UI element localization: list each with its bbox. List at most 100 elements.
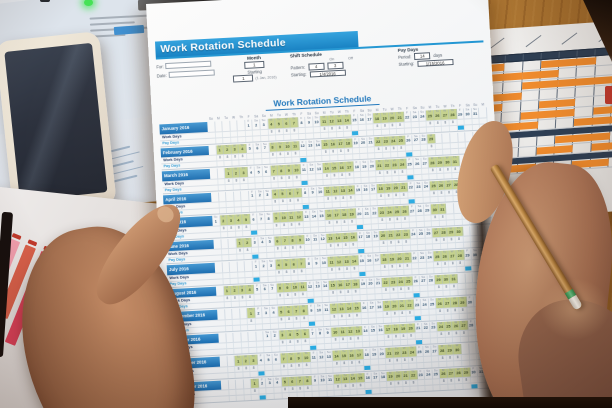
day-number: 5 <box>279 309 283 314</box>
day-number: 20 <box>379 351 384 356</box>
day-number: 17 <box>338 142 343 147</box>
day-number: 10 <box>292 285 298 290</box>
day-number: 28 <box>421 137 426 142</box>
day-number: 3 <box>266 192 269 198</box>
day-number: 15 <box>331 165 337 171</box>
day-number: 21 <box>375 281 381 286</box>
day-number: 30 <box>456 229 461 235</box>
gantt-cell <box>521 90 540 101</box>
day-number: 7 <box>283 239 287 244</box>
day-number: 25 <box>429 301 435 307</box>
day-number: 16 <box>330 142 336 147</box>
day-number: 9 <box>326 330 329 336</box>
day-number: 11 <box>325 189 330 194</box>
day-number: 16 <box>326 213 332 218</box>
day-number: 6 <box>263 287 266 292</box>
day-number: 17 <box>373 375 378 380</box>
day-number: 3 <box>240 288 244 293</box>
day-number: 4 <box>261 240 264 245</box>
day-number: 5 <box>285 262 288 267</box>
day-number: 3 <box>269 263 273 268</box>
day-number: 19 <box>373 234 378 239</box>
day-number: 28 <box>439 348 445 353</box>
gantt-cell <box>501 111 521 123</box>
day-number: 21 <box>399 303 405 308</box>
day-number: 14 <box>322 283 328 289</box>
day-number: 27 <box>421 278 426 284</box>
day-number: 10 <box>316 307 322 313</box>
day-number: 30 <box>432 207 437 212</box>
pay-starting-field: 1/15/2016 <box>416 58 454 67</box>
day-number: 11 <box>293 144 298 149</box>
period-label: Period: <box>397 53 412 60</box>
day-number: 23 <box>431 325 436 330</box>
day-number: 17 <box>369 305 374 310</box>
day-number: 22 <box>410 373 416 378</box>
day-number: 28 <box>428 278 434 283</box>
day-number: 10 <box>332 330 338 335</box>
on-header: On <box>329 57 335 62</box>
day-number: 25 <box>398 138 404 144</box>
day-number: 11 <box>313 237 318 242</box>
day-number: 22 <box>404 114 410 120</box>
day-number: 3 <box>268 381 271 386</box>
gantt-cell <box>539 89 558 100</box>
day-number: 29 <box>463 370 469 375</box>
desk-edge-shadow <box>288 397 612 408</box>
gantt-cell <box>518 136 538 147</box>
day-number: 24 <box>398 280 403 285</box>
day-number: 26 <box>413 279 419 284</box>
day-number: 10 <box>314 119 319 124</box>
day-number: 14 <box>363 328 368 334</box>
day-number: 1 <box>254 264 258 269</box>
day-number: 8 <box>300 120 303 125</box>
day-number: 1 <box>237 359 240 364</box>
day-number: 16 <box>367 258 372 263</box>
work-rotation-schedule-sheet: Work Rotation Schedule For: Date: Month … <box>146 0 511 408</box>
day-number: 25 <box>446 324 451 329</box>
day-number: 31 <box>452 159 458 164</box>
day-number: 23 <box>412 114 417 119</box>
day-number: 25 <box>427 113 433 119</box>
smartphone <box>0 31 117 215</box>
gantt-bar <box>590 141 612 151</box>
day-number: 25 <box>394 209 400 214</box>
day-number: 7 <box>296 191 299 196</box>
day-number: 21 <box>397 115 402 120</box>
day-number: 9 <box>287 168 290 173</box>
day-number: 22 <box>372 210 377 216</box>
day-number: 16 <box>349 353 354 358</box>
day-number: 20 <box>368 281 373 286</box>
day-number: 15 <box>323 142 328 148</box>
day-number: 18 <box>365 234 371 239</box>
day-number: 1 <box>218 148 221 153</box>
day-number: 4 <box>241 147 244 152</box>
day-number: 24 <box>427 254 432 260</box>
day-number: 13 <box>355 329 361 334</box>
smartphone-screen <box>4 42 108 202</box>
gantt-header-tick <box>561 32 578 45</box>
day-number: 8 <box>307 261 310 266</box>
gantt-cell <box>558 67 578 78</box>
day-number: 13 <box>336 118 342 123</box>
day-number: 15 <box>358 376 363 381</box>
day-number: 14 <box>335 236 341 241</box>
day-number: 3 <box>264 310 268 315</box>
day-number: 25 <box>431 184 436 189</box>
day-number: 13 <box>344 259 349 264</box>
day-number: 5 <box>268 239 272 244</box>
period-field: 14 <box>414 52 431 60</box>
period-unit: days <box>433 52 443 58</box>
day-number: 14 <box>346 306 352 311</box>
day-number: 12 <box>331 307 337 312</box>
gantt-cell <box>504 61 524 72</box>
day-number: 5 <box>257 169 260 174</box>
day-number: 26 <box>414 161 420 166</box>
day-number: 4 <box>273 192 277 197</box>
day-number: 8 <box>318 331 322 336</box>
day-number: 18 <box>354 164 359 169</box>
gantt-bar <box>592 105 612 115</box>
gantt-cell <box>522 60 542 71</box>
day-number: 16 <box>365 375 371 381</box>
gantt-cell <box>572 142 592 154</box>
